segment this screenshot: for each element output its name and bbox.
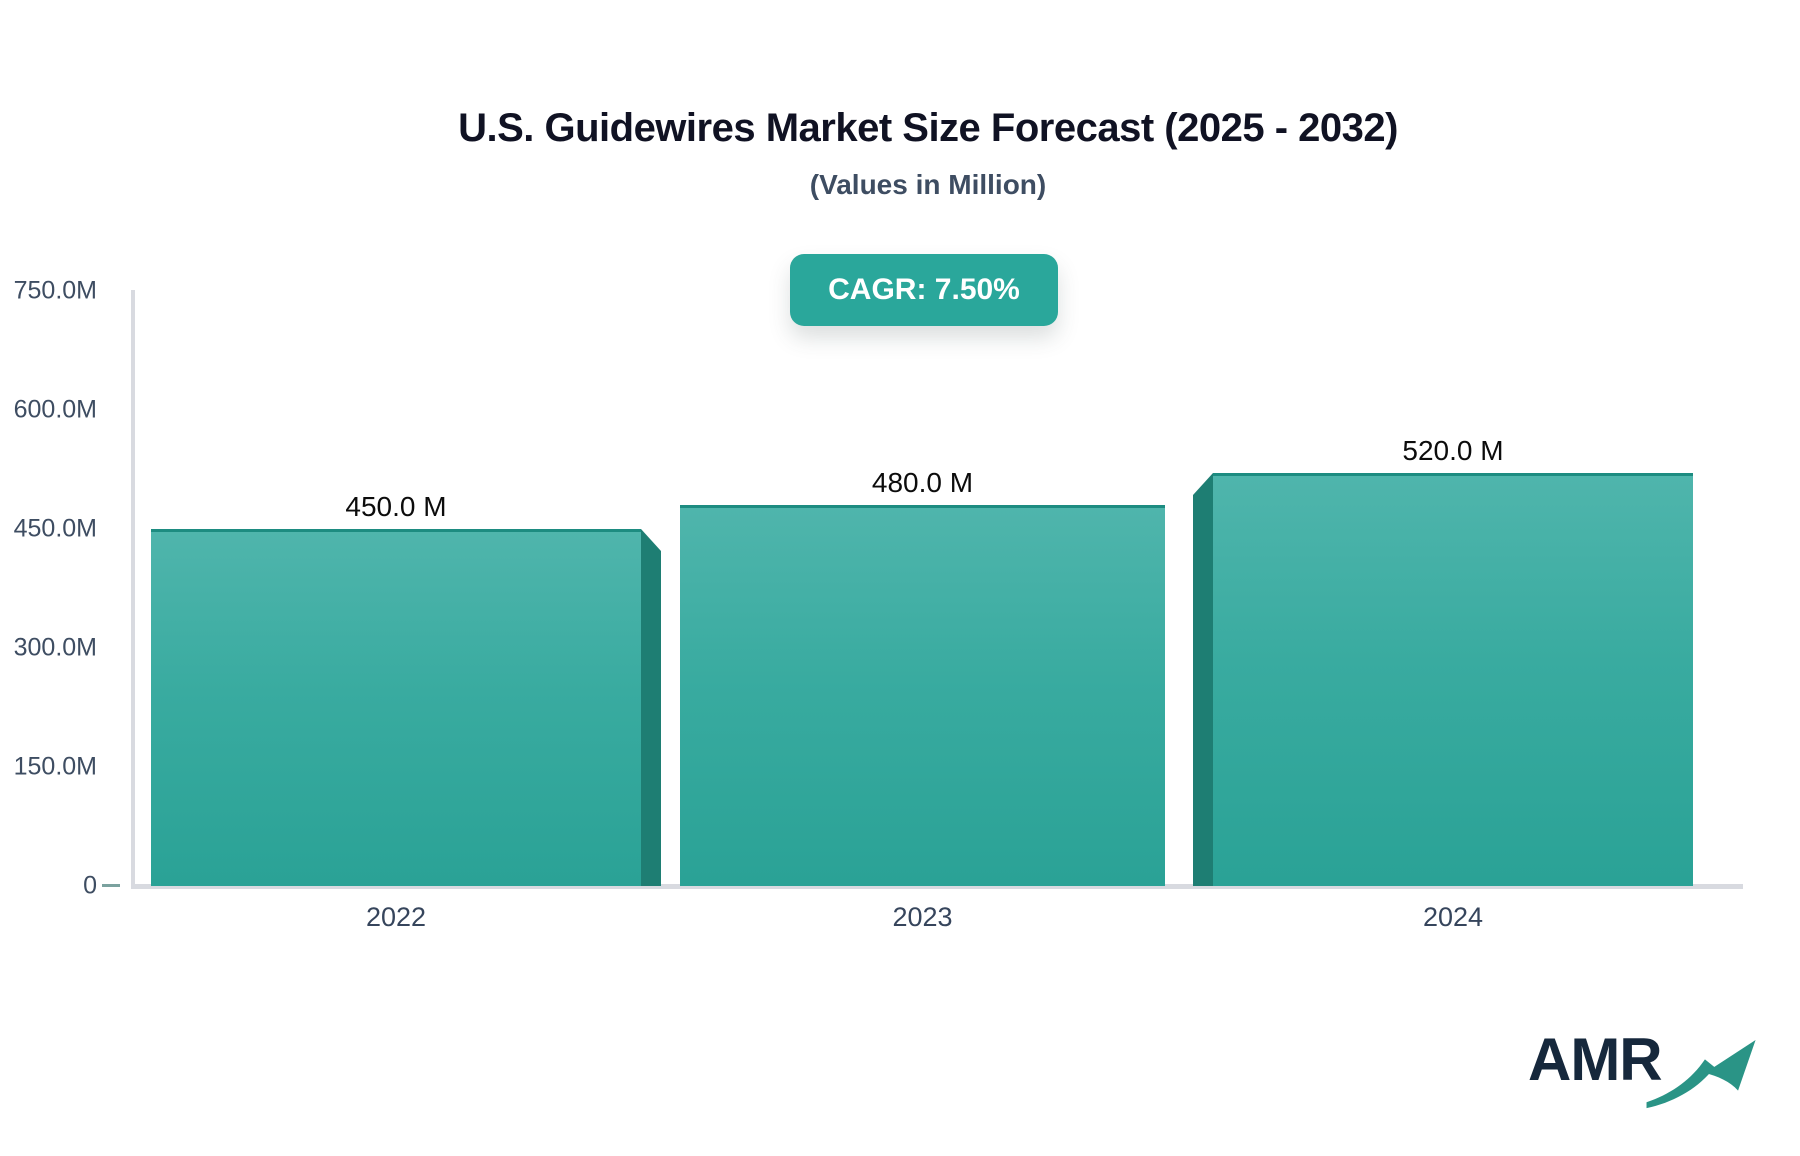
zero-tick-mark: [102, 884, 120, 887]
chart-title: U.S. Guidewires Market Size Forecast (20…: [458, 106, 1398, 150]
bar-value-label: 480.0 M: [871, 467, 974, 498]
bar-value-label: 450.0 M: [345, 491, 447, 522]
cagr-badge-label: CAGR: 7.50%: [828, 273, 1020, 306]
chart-subtitle: (Values in Million): [809, 169, 1047, 200]
bar-value-label: 520.0 M: [1402, 435, 1504, 466]
growth-arrow-icon: [1646, 1039, 1756, 1109]
bar-2024[interactable]: [1213, 473, 1693, 886]
bar-2024-3d-side: [1193, 473, 1213, 886]
x-axis-category-label: 2022: [365, 902, 427, 932]
y-axis-tick-label: 300.0M: [13, 633, 97, 662]
cagr-badge: CAGR: 7.50%: [790, 254, 1058, 326]
y-axis-tick-label: 450.0M: [13, 514, 97, 543]
x-axis-baseline: [131, 884, 1743, 889]
bar-2022-3d-side: [641, 529, 661, 886]
y-axis-tick-label: 0: [83, 871, 97, 900]
y-axis-tick-label: 150.0M: [13, 752, 97, 781]
amr-logo: AMR: [1528, 1030, 1762, 1112]
y-axis-tick-label: 750.0M: [13, 276, 97, 305]
bar-2023[interactable]: [680, 505, 1165, 886]
x-axis-category-label: 2024: [1422, 902, 1484, 932]
amr-logo-text: AMR: [1528, 1026, 1663, 1093]
y-axis-line: [131, 290, 135, 888]
bar-2022[interactable]: [151, 529, 641, 886]
y-axis-tick-label: 600.0M: [13, 395, 97, 424]
x-axis-category-label: 2023: [892, 902, 953, 932]
